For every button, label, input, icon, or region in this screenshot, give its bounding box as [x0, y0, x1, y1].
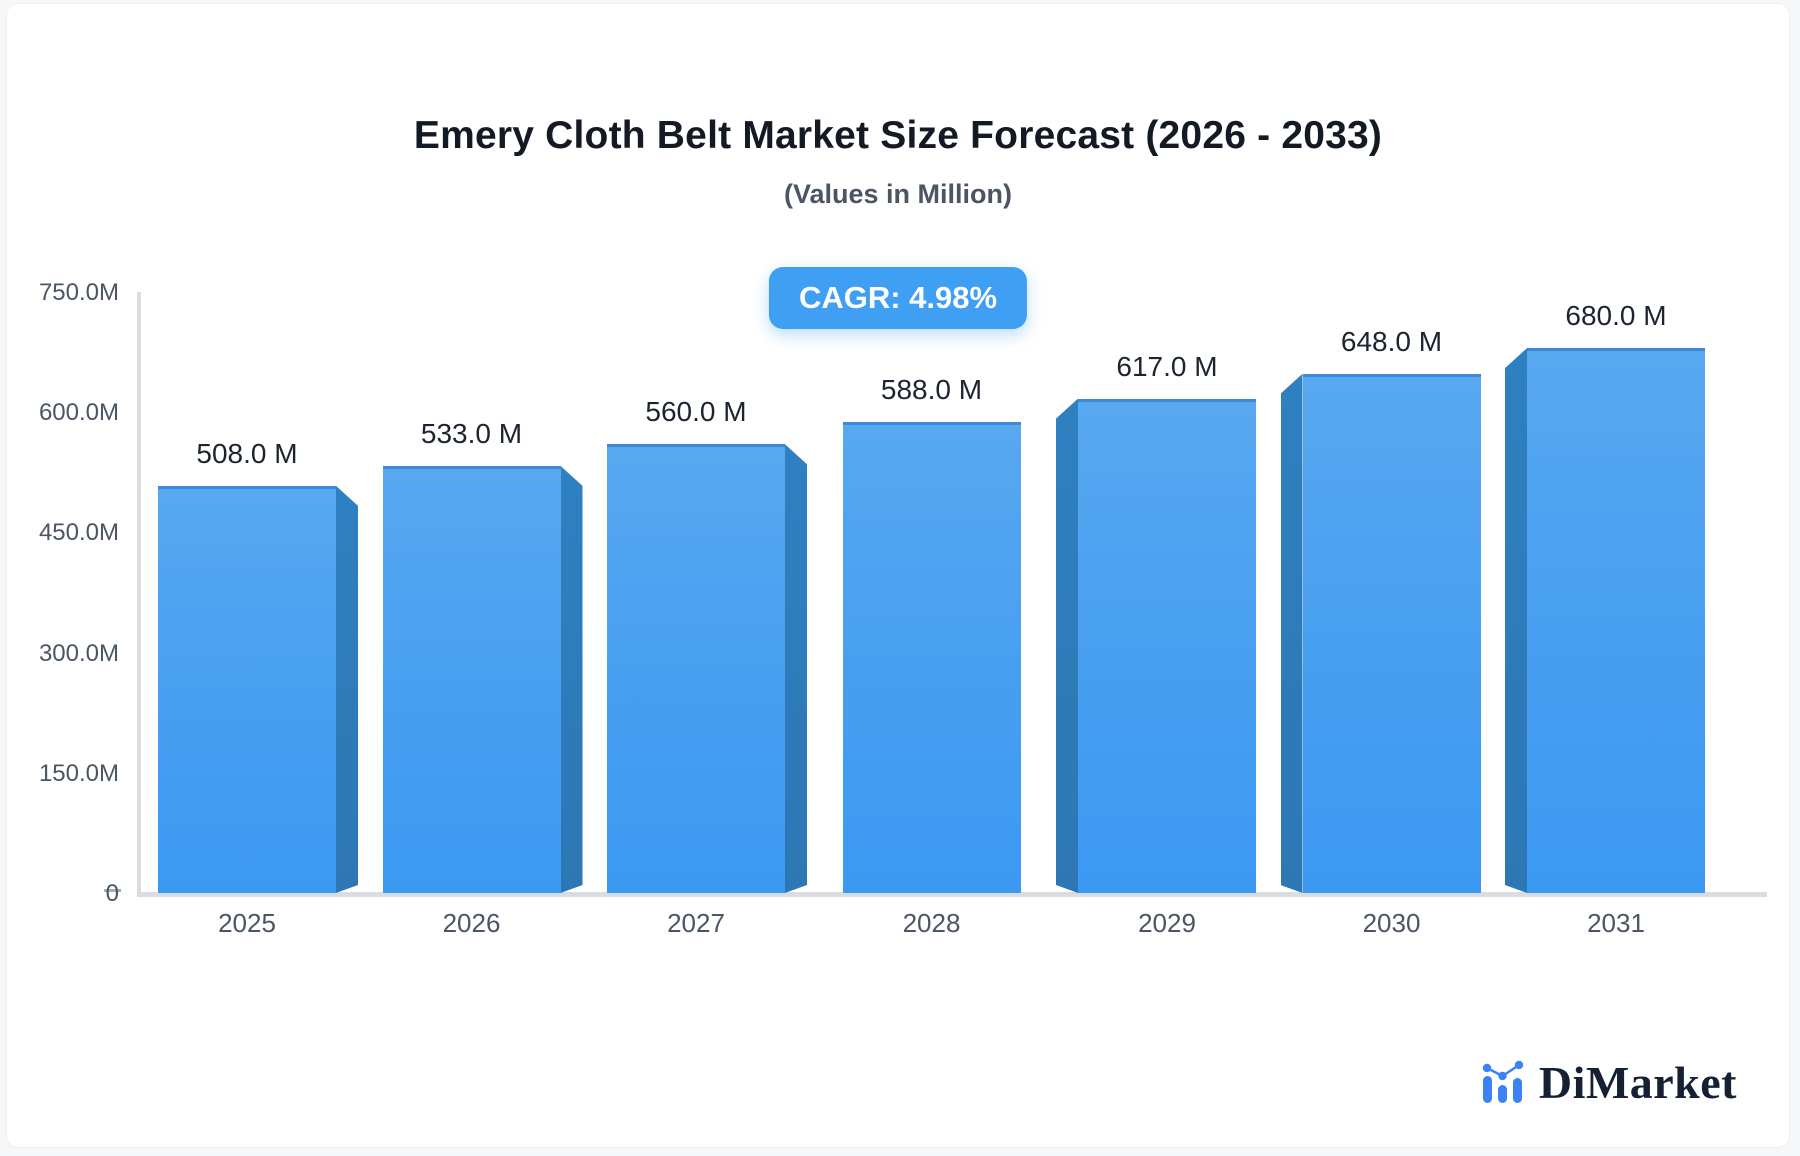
- bar-value-label: 617.0 M: [1116, 350, 1218, 382]
- bar: [158, 485, 336, 893]
- bar-chart-plot-area: 750.0M 600.0M 450.0M 300.0M 150.0M 0 508.0 M 20…: [7, 4, 1789, 1147]
- bar-side-face: [1281, 374, 1303, 893]
- x-axis-category-label: 2025: [218, 908, 276, 938]
- y-axis-tick-label: 750.0M: [38, 279, 119, 306]
- chart-title: Emery Cloth Belt Market Size Forecast (2…: [413, 114, 1383, 157]
- bar-value-label: 648.0 M: [1340, 325, 1443, 357]
- bar-value-label: 533.0 M: [420, 417, 523, 449]
- x-axis-category-label: 2027: [667, 908, 725, 938]
- bar-value-label: 508.0 M: [196, 437, 298, 469]
- brand-name: DiMarket: [1538, 1057, 1737, 1108]
- zero-tick-mark: [104, 889, 121, 892]
- bar: [842, 421, 1021, 893]
- bar-side-face: [1505, 348, 1527, 893]
- bar: [382, 465, 561, 893]
- y-axis-tick-label: 150.0M: [38, 759, 119, 787]
- chart-subtitle: (Values in Million): [783, 179, 1013, 209]
- y-axis-tick-label: 450.0M: [38, 519, 119, 547]
- bar: [1527, 348, 1705, 893]
- x-axis-baseline: [137, 892, 1767, 897]
- brand-logo: DiMarket: [1479, 1056, 1737, 1109]
- bar-side-face: [336, 486, 358, 893]
- x-axis-category-label: 2028: [902, 908, 961, 938]
- y-axis-line: [137, 292, 141, 895]
- cagr-badge: CAGR: 4.98%: [768, 267, 1028, 329]
- bar: [1078, 398, 1256, 893]
- bar: [607, 444, 785, 893]
- y-axis-tick-label: 600.0M: [38, 399, 119, 427]
- bar: [1302, 373, 1481, 893]
- bar-side-face: [785, 444, 807, 893]
- y-axis-tick-label: 300.0M: [38, 639, 119, 667]
- bar-value-label: 560.0 M: [645, 396, 747, 428]
- x-axis-category-label: 2029: [1138, 908, 1196, 938]
- bar-side-face: [561, 466, 583, 893]
- x-axis-category-label: 2030: [1362, 908, 1421, 938]
- x-axis-category-label: 2026: [442, 908, 501, 938]
- y-axis-tick-label: 0: [105, 880, 119, 907]
- chart-card: Emery Cloth Belt Market Size Forecast (2…: [6, 3, 1790, 1148]
- x-axis-category-label: 2031: [1587, 908, 1645, 938]
- bar-side-face: [1056, 399, 1078, 893]
- bar-value-label: 680.0 M: [1565, 300, 1667, 332]
- bar-value-label: 588.0 M: [880, 373, 983, 405]
- bar-line-chart-icon: [1482, 1060, 1524, 1103]
